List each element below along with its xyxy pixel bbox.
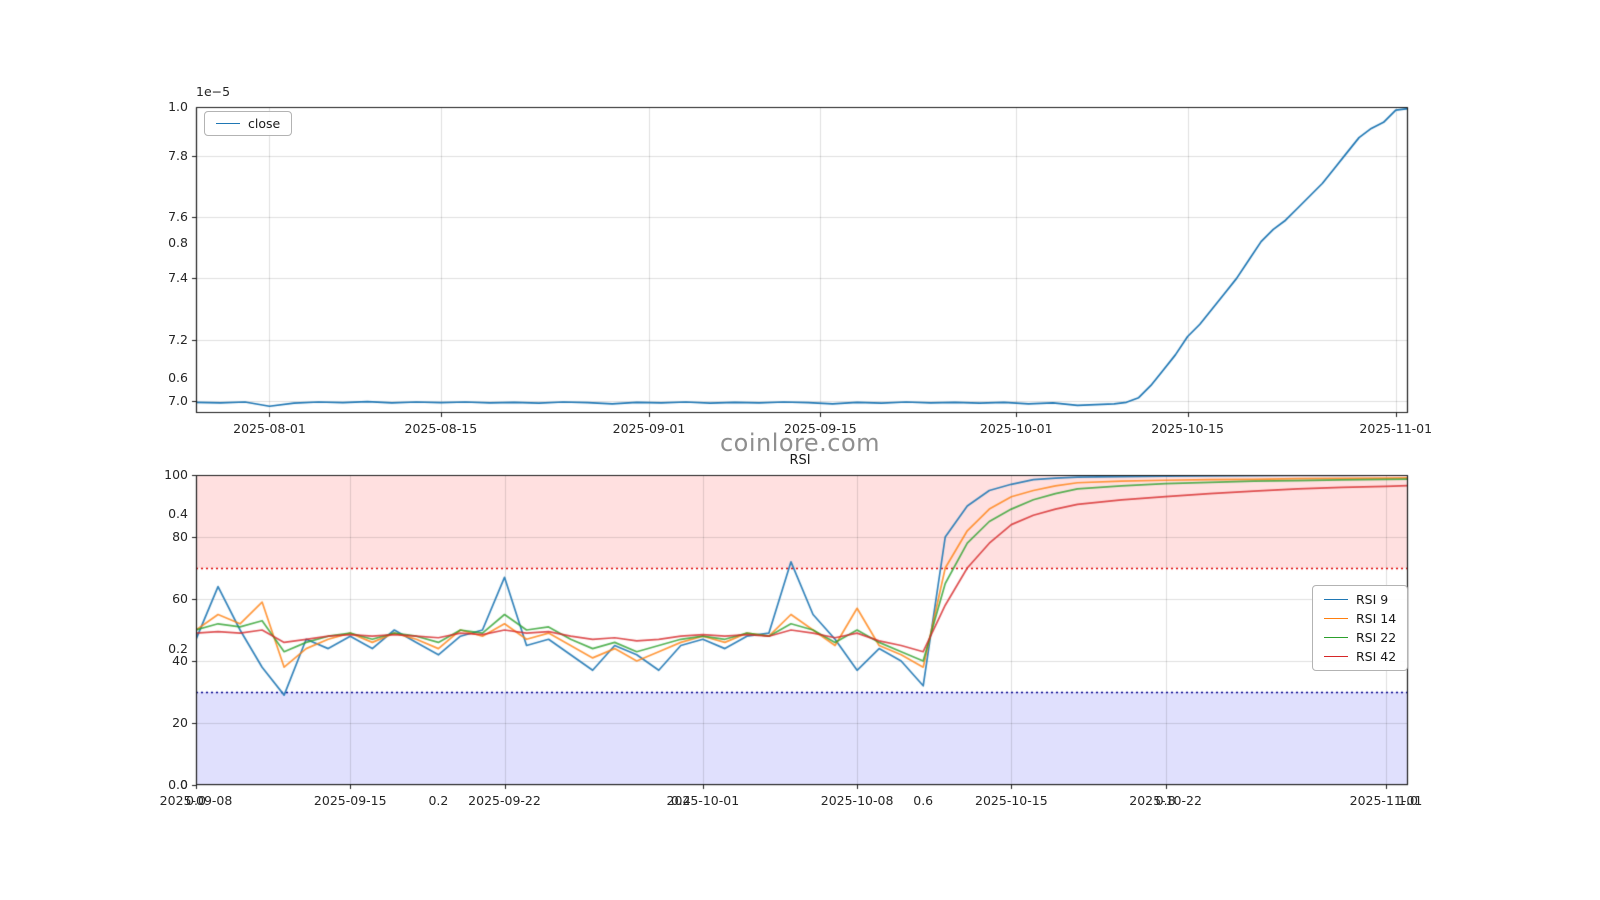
legend-label: close: [248, 116, 281, 131]
price-x-tick-label: 2025-10-01: [979, 421, 1053, 436]
price-y-tick-label: 7.8: [168, 147, 188, 163]
price-legend: close: [204, 111, 293, 136]
rsi-x-tick-label: 2025-10-15: [975, 793, 1048, 808]
legend-item: close: [216, 116, 280, 131]
rsi-y-tick-label: 80: [172, 529, 188, 544]
price-x-tick-label: 2025-08-15: [404, 421, 478, 436]
price-x-tick-label: 2025-11-01: [1359, 421, 1433, 436]
price-y-tick-label: 7.4: [168, 270, 188, 286]
rsi-x-tick-label: 2025-09-22: [468, 793, 541, 808]
legend-line-sample-icon: [1324, 656, 1348, 657]
watermark-text: coinlore.com: [719, 429, 881, 457]
rsi-x-tick-label: 2025-10-08: [820, 793, 894, 808]
overlay-y-tick-label: 0.8: [168, 234, 188, 250]
price-y-tick-label: 7.0: [168, 392, 188, 408]
legend-label: RSI 42: [1356, 649, 1397, 664]
overlay-y-tick-label: 0.4: [168, 505, 188, 521]
overlay-y-tick-label: 0.2: [168, 641, 188, 657]
rsi-x-tick-label: 2025-09-15: [313, 793, 387, 808]
rsi-x-tick-label: 2025-11-01: [1349, 793, 1423, 808]
legend-label: RSI 14: [1356, 611, 1397, 626]
overlay-x-tick-label: 1.0: [1398, 793, 1418, 808]
rsi-x-tick-label: 2025-09-08: [159, 793, 233, 808]
rsi-x-tick-label: 2025-10-22: [1129, 793, 1202, 808]
price-x-tick-label: 2025-08-01: [233, 421, 306, 436]
legend-item: RSI 9: [1324, 592, 1388, 607]
legend-label: RSI 22: [1356, 630, 1397, 645]
rsi-y-tick-label: 100: [164, 467, 188, 482]
overlay-y-tick-label: 0.6: [168, 370, 188, 386]
legend-item: RSI 42: [1324, 649, 1396, 664]
overlay-x-tick-label: 0.4: [670, 793, 691, 808]
rsi-y-tick-label: 20: [172, 715, 188, 730]
price-x-tick-label: 2025-09-01: [612, 421, 686, 436]
overlay-x-tick-label: 0.6: [913, 793, 934, 808]
price-y-tick-label: 7.2: [168, 331, 188, 347]
rsi-legend: RSI 9 RSI 14 RSI 22 RSI 42: [1312, 585, 1409, 671]
rsi-y-tick-label: 60: [172, 591, 188, 606]
rsi-y-tick-label: 40: [172, 653, 188, 668]
legend-line-sample-icon: [1324, 618, 1348, 619]
rsi-x-tick-label: 2025-10-01: [666, 793, 740, 808]
legend-line-sample-icon: [1324, 599, 1348, 600]
overlay-y-tick-label: 1.0: [168, 99, 188, 114]
rsi-y-tick-label: 0: [180, 777, 188, 792]
legend-line-sample-icon: [216, 123, 240, 124]
overlay-x-tick-label: 0.0: [186, 793, 206, 808]
legend-line-sample-icon: [1324, 637, 1348, 638]
overlay-x-tick-label: 0.8: [1155, 793, 1176, 808]
price-y-tick-label: 7.6: [168, 209, 188, 225]
legend-label: RSI 9: [1356, 592, 1389, 607]
rsi-panel-title: RSI: [789, 453, 811, 468]
legend-item: RSI 14: [1324, 611, 1396, 626]
price-x-tick-label: 2025-09-15: [784, 421, 857, 436]
legend-item: RSI 22: [1324, 630, 1396, 645]
overlay-y-tick-label: 0.0: [168, 777, 188, 792]
overlay-x-tick-label: 0.2: [428, 793, 449, 808]
price-axis-offset-label: 1e−5: [196, 84, 231, 99]
price-x-tick-label: 2025-10-15: [1151, 421, 1224, 436]
